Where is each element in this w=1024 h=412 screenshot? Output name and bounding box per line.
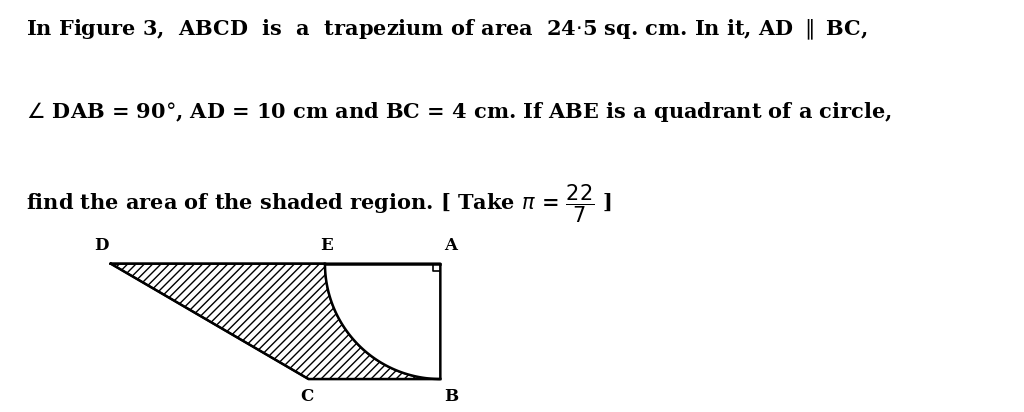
Text: E: E [321,237,333,255]
Text: find the area of the shaded region. [ Take $\pi$ = $\dfrac{22}{7}$ ]: find the area of the shaded region. [ Ta… [26,183,611,225]
Text: B: B [444,388,459,405]
Polygon shape [111,264,440,379]
Text: $\angle$ DAB = 90$\degree$, AD = 10 cm and BC = 4 cm. If ABE is a quadrant of a : $\angle$ DAB = 90$\degree$, AD = 10 cm a… [26,100,891,124]
Text: C: C [300,388,313,405]
Text: D: D [94,237,110,255]
Text: A: A [444,237,458,255]
Text: In Figure 3,  ABCD  is  a  trapezium of area  24$\cdot$5 sq. cm. In it, AD $\par: In Figure 3, ABCD is a trapezium of area… [26,18,867,42]
Polygon shape [325,264,440,379]
